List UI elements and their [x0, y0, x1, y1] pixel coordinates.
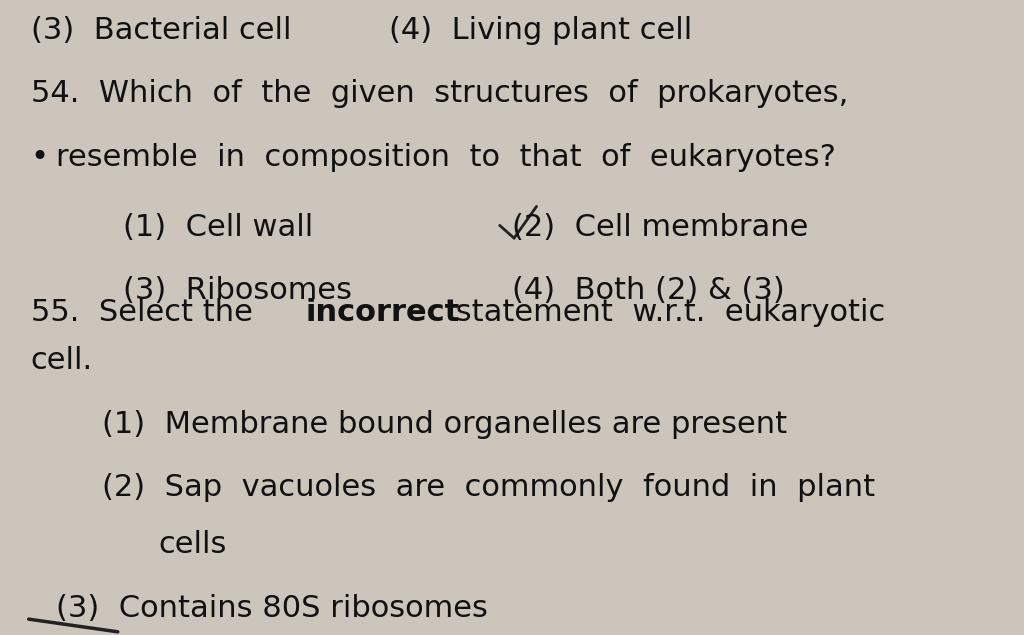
- Text: (2)  Cell membrane: (2) Cell membrane: [512, 213, 808, 242]
- Text: (2)  Sap  vacuoles  are  commonly  found  in  plant: (2) Sap vacuoles are commonly found in p…: [102, 473, 876, 502]
- Text: incorrect: incorrect: [305, 298, 460, 328]
- Text: cell.: cell.: [31, 346, 93, 375]
- Text: (4)  Both (2) & (3): (4) Both (2) & (3): [512, 276, 784, 305]
- Text: statement  w.r.t.  eukaryotic: statement w.r.t. eukaryotic: [446, 298, 886, 328]
- Text: •: •: [31, 143, 49, 172]
- Text: resemble  in  composition  to  that  of  eukaryotes?: resemble in composition to that of eukar…: [56, 143, 837, 172]
- Text: (3)  Bacterial cell          (4)  Living plant cell: (3) Bacterial cell (4) Living plant cell: [31, 16, 692, 45]
- Text: cells: cells: [159, 530, 227, 559]
- Text: 54.  Which  of  the  given  structures  of  prokaryotes,: 54. Which of the given structures of pro…: [31, 79, 848, 109]
- Text: (3)  Contains 80S ribosomes: (3) Contains 80S ribosomes: [56, 594, 488, 623]
- Text: (3)  Ribosomes: (3) Ribosomes: [123, 276, 352, 305]
- Text: 55.  Select the: 55. Select the: [31, 298, 262, 328]
- Text: (1)  Membrane bound organelles are present: (1) Membrane bound organelles are presen…: [102, 410, 787, 439]
- Text: (1)  Cell wall: (1) Cell wall: [123, 213, 313, 242]
